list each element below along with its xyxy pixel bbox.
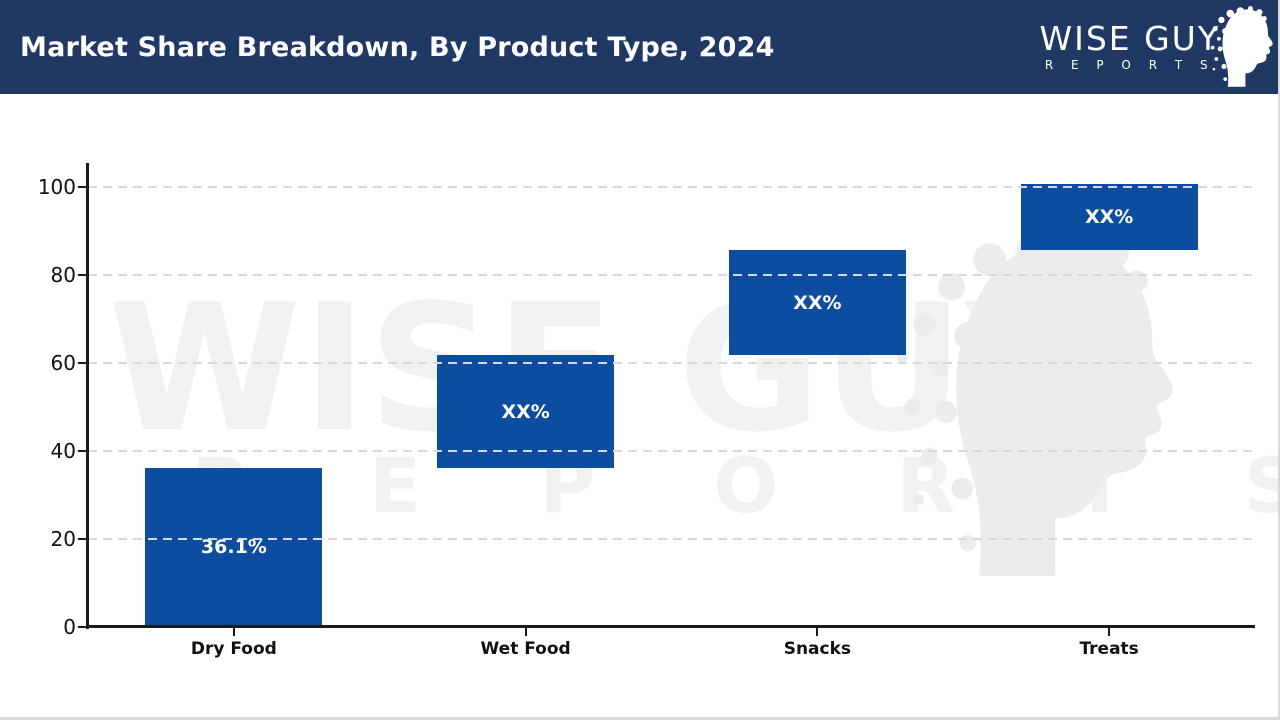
bar-wet-food: XX% [437, 355, 615, 468]
y-tick-mark [78, 273, 87, 276]
gridline-y-80 [88, 273, 1255, 276]
chart-title: Market Share Breakdown, By Product Type,… [20, 31, 775, 63]
gridline-y-20 [88, 537, 1255, 540]
x-tick-mark [232, 627, 235, 636]
x-tick-mark [816, 627, 819, 636]
bar-value-label: XX% [1084, 206, 1134, 229]
x-tick-mark [524, 627, 527, 636]
y-tick-label: 0 [63, 614, 76, 639]
gridline-y-40 [88, 449, 1255, 452]
x-tick-mark [1108, 627, 1111, 636]
y-tick-mark [78, 449, 87, 452]
y-tick-mark [78, 537, 87, 540]
bar-value-label: 36.1% [200, 536, 267, 559]
y-tick-mark [78, 185, 87, 188]
x-category-label: Treats [1079, 639, 1139, 659]
y-axis-line [86, 163, 89, 629]
y-tick-mark [78, 625, 87, 628]
watermark-head-profile-icon [896, 226, 1174, 576]
gridline-y-100 [88, 185, 1255, 188]
y-tick-mark [78, 361, 87, 364]
x-category-label: Dry Food [190, 639, 277, 659]
bar-dry-food: 36.1% [145, 467, 323, 627]
gridline-y-60 [88, 361, 1255, 364]
y-tick-label: 100 [37, 174, 76, 199]
x-category-label: Wet Food [480, 639, 571, 659]
bar-treats: XX% [1020, 184, 1198, 250]
header-bar: Market Share Breakdown, By Product Type,… [0, 0, 1278, 94]
logo-subtitle: R E P O R T S [1044, 58, 1215, 72]
y-tick-label: 40 [50, 438, 76, 463]
bar-value-label: XX% [501, 400, 550, 423]
bar-snacks: XX% [728, 249, 906, 356]
x-category-label: Snacks [783, 639, 852, 659]
y-tick-label: 20 [50, 526, 76, 551]
wise-guy-logo: WISE GUY R E P O R T S [1039, 6, 1276, 88]
logo-wordmark: WISE GUY [1039, 19, 1220, 58]
bar-value-label: XX% [793, 291, 842, 314]
y-tick-label: 60 [50, 350, 76, 375]
y-tick-label: 80 [50, 262, 76, 287]
x-axis-line [86, 625, 1255, 628]
logo-head-profile-icon [1208, 6, 1273, 87]
